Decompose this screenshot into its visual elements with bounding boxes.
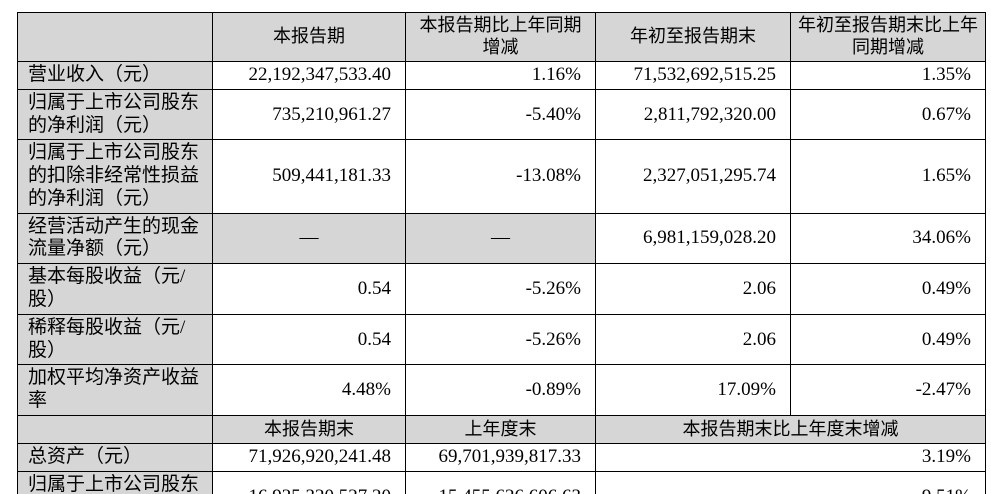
value-cell: 3.19% xyxy=(595,443,986,472)
value-cell: -13.08% xyxy=(405,139,596,214)
value-cell: 9.51% xyxy=(595,470,986,494)
table-row: 基本每股收益（元/股） 0.54 -5.26% 2.06 0.49% xyxy=(17,263,986,315)
value-cell: -5.26% xyxy=(405,313,596,366)
value-cell: 735,210,961.27 xyxy=(212,88,406,141)
value-cell: -2.47% xyxy=(790,364,986,417)
row-label: 稀释每股收益（元/股） xyxy=(17,313,213,366)
value-cell: 17.09% xyxy=(595,364,791,417)
dash-cell: — xyxy=(212,212,406,265)
header-ytd-yoy-change: 年初至报告期末比上年同期增减 xyxy=(790,12,986,62)
value-cell: 2.06 xyxy=(595,313,791,366)
value-cell: 15,455,626,606.63 xyxy=(405,470,596,494)
value-cell: 6,981,159,028.20 xyxy=(595,212,791,265)
value-cell: 1.35% xyxy=(790,60,986,90)
financial-summary-table: 本报告期 本报告期比上年同期增减 年初至报告期末 年初至报告期末比上年同期增减 … xyxy=(17,12,986,494)
value-cell: 2,327,051,295.74 xyxy=(595,139,791,214)
value-cell: -5.26% xyxy=(405,263,596,315)
value-cell: 71,532,692,515.25 xyxy=(595,60,791,90)
dash-cell: — xyxy=(405,212,596,265)
row-label: 营业收入（元） xyxy=(17,60,213,90)
value-cell: 2,811,792,320.00 xyxy=(595,88,791,141)
row-label: 基本每股收益（元/股） xyxy=(17,263,213,315)
row-label: 总资产（元） xyxy=(17,443,213,472)
value-cell: 1.65% xyxy=(790,139,986,214)
table-row: 归属于上市公司股东的所有者权益（元） 16,925,320,527.20 15,… xyxy=(17,470,986,494)
value-cell: 71,926,920,241.48 xyxy=(212,443,406,472)
table-row: 经营活动产生的现金流量净额（元） — — 6,981,159,028.20 34… xyxy=(17,212,986,265)
value-cell: 4.48% xyxy=(212,364,406,417)
value-cell: -5.40% xyxy=(405,88,596,141)
value-cell: 0.54 xyxy=(212,263,406,315)
value-cell: 69,701,939,817.33 xyxy=(405,443,596,472)
row-label: 经营活动产生的现金流量净额（元） xyxy=(17,212,213,265)
value-cell: 0.67% xyxy=(790,88,986,141)
table-row: 加权平均净资产收益率 4.48% -0.89% 17.09% -2.47% xyxy=(17,364,986,417)
subheader-period-end: 本报告期末 xyxy=(212,415,406,445)
table-row: 归属于上市公司股东的扣除非经常性损益的净利润（元） 509,441,181.33… xyxy=(17,139,986,214)
table-header-row: 本报告期 本报告期比上年同期增减 年初至报告期末 年初至报告期末比上年同期增减 xyxy=(17,12,986,62)
row-label: 归属于上市公司股东的净利润（元） xyxy=(17,88,213,141)
value-cell: 2.06 xyxy=(595,263,791,315)
row-label: 归属于上市公司股东的扣除非经常性损益的净利润（元） xyxy=(17,139,213,214)
subheader-blank-cell xyxy=(17,415,213,445)
header-current-period-yoy-change: 本报告期比上年同期增减 xyxy=(405,12,596,62)
value-cell: 0.49% xyxy=(790,313,986,366)
subheader-prior-year-end: 上年度末 xyxy=(405,415,596,445)
table-row: 营业收入（元） 22,192,347,533.40 1.16% 71,532,6… xyxy=(17,60,986,90)
row-label: 加权平均净资产收益率 xyxy=(17,364,213,417)
value-cell: 16,925,320,527.20 xyxy=(212,470,406,494)
value-cell: 1.16% xyxy=(405,60,596,90)
value-cell: 0.54 xyxy=(212,313,406,366)
header-current-period: 本报告期 xyxy=(212,12,406,62)
value-cell: -0.89% xyxy=(405,364,596,417)
value-cell: 22,192,347,533.40 xyxy=(212,60,406,90)
table-subheader-row: 本报告期末 上年度末 本报告期末比上年度末增减 xyxy=(17,415,986,445)
table-row: 稀释每股收益（元/股） 0.54 -5.26% 2.06 0.49% xyxy=(17,313,986,366)
value-cell: 34.06% xyxy=(790,212,986,265)
header-blank-cell xyxy=(17,12,213,62)
value-cell: 0.49% xyxy=(790,263,986,315)
header-ytd: 年初至报告期末 xyxy=(595,12,791,62)
subheader-change-vs-prior-year-end: 本报告期末比上年度末增减 xyxy=(595,415,986,445)
table-row: 总资产（元） 71,926,920,241.48 69,701,939,817.… xyxy=(17,443,986,472)
row-label: 归属于上市公司股东的所有者权益（元） xyxy=(17,470,213,494)
table-row: 归属于上市公司股东的净利润（元） 735,210,961.27 -5.40% 2… xyxy=(17,88,986,141)
value-cell: 509,441,181.33 xyxy=(212,139,406,214)
